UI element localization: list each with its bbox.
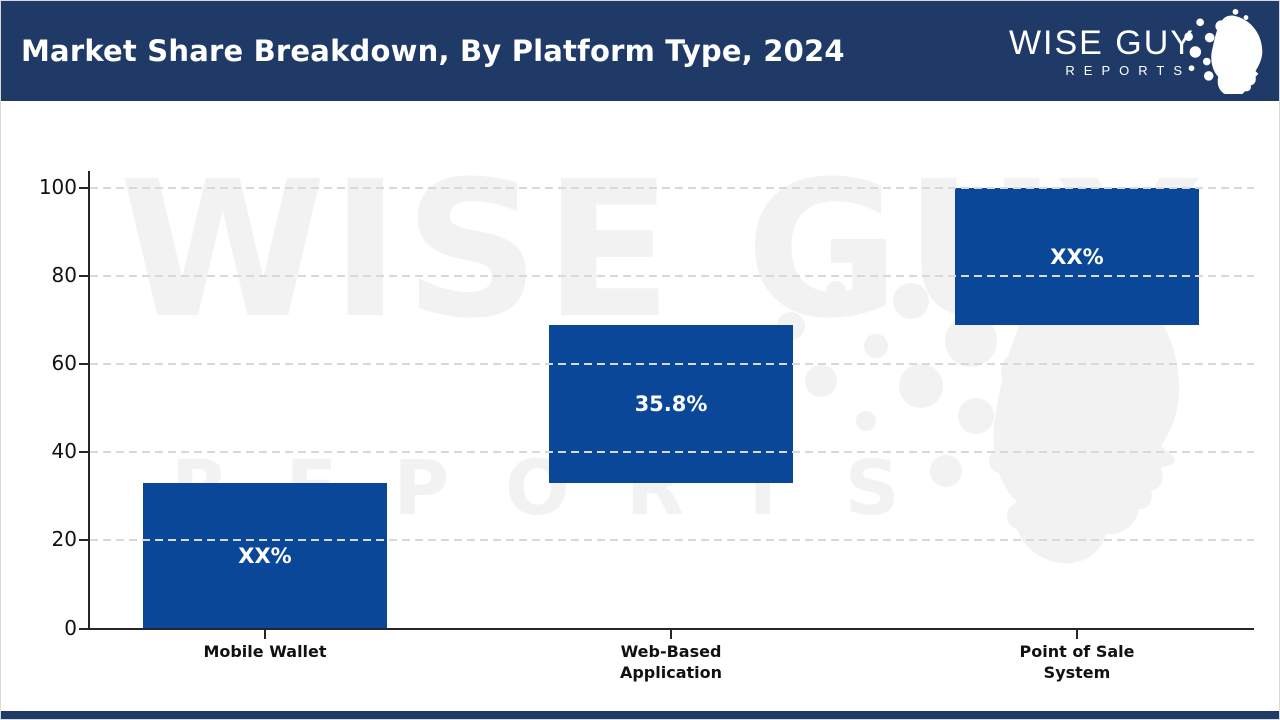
gridline-y-40 — [90, 451, 1254, 454]
x-tick-mark-1 — [670, 630, 672, 639]
chart-plot-area: WISE GUY REPORTS 0 20 40 60 80 100 XX% 35.8% — [1, 101, 1279, 711]
bar-value-label: 35.8% — [634, 392, 708, 417]
bar-mobile-wallet: XX% — [143, 483, 387, 629]
y-tick-label-0: 0 — [64, 615, 77, 640]
y-tick-label-100: 100 — [38, 175, 77, 199]
y-axis-line — [88, 171, 90, 630]
x-category-label-web-based-application: Web-Based Application — [619, 642, 723, 682]
y-tick-mark-80 — [79, 275, 88, 278]
y-tick-label-80: 80 — [51, 263, 77, 288]
y-tick-mark-40 — [79, 451, 88, 454]
brand-logo: WISE GUY REPORTS — [1009, 8, 1279, 94]
bar-value-label: XX% — [1050, 244, 1104, 269]
footer-bar — [1, 711, 1279, 719]
y-tick-label-60: 60 — [51, 351, 77, 376]
gridline-y-80 — [90, 275, 1254, 278]
x-category-label-mobile-wallet: Mobile Wallet — [203, 642, 327, 661]
y-tick-label-40: 40 — [51, 439, 77, 464]
gridline-y-20 — [90, 539, 1254, 542]
bar-point-of-sale-system: XX% — [955, 188, 1199, 326]
y-tick-mark-100 — [79, 187, 88, 189]
y-tick-mark-60 — [79, 363, 88, 366]
brand-name: WISE GUY — [1008, 23, 1195, 62]
brand-subtitle: REPORTS — [1065, 62, 1191, 78]
brand-logo-text: WISE GUY REPORTS — [1009, 25, 1195, 78]
x-axis-line — [88, 628, 1254, 630]
page-title: Market Share Breakdown, By Platform Type… — [21, 34, 845, 68]
header-bar: Market Share Breakdown, By Platform Type… — [1, 1, 1279, 101]
bar-web-based-application: 35.8% — [549, 325, 793, 484]
watermark-face-icon — [777, 259, 1180, 564]
bar-value-label: XX% — [238, 543, 292, 568]
x-category-label-point-of-sale-system: Point of Sale System — [1019, 642, 1135, 682]
y-tick-mark-0 — [79, 627, 88, 630]
y-tick-mark-20 — [79, 539, 88, 542]
x-tick-mark-2 — [1076, 630, 1078, 639]
gridline-y-100 — [90, 187, 1254, 189]
gridline-y-60 — [90, 363, 1254, 366]
y-tick-label-20: 20 — [51, 527, 77, 552]
x-tick-mark-0 — [264, 630, 266, 639]
brand-face-icon — [1184, 8, 1263, 94]
